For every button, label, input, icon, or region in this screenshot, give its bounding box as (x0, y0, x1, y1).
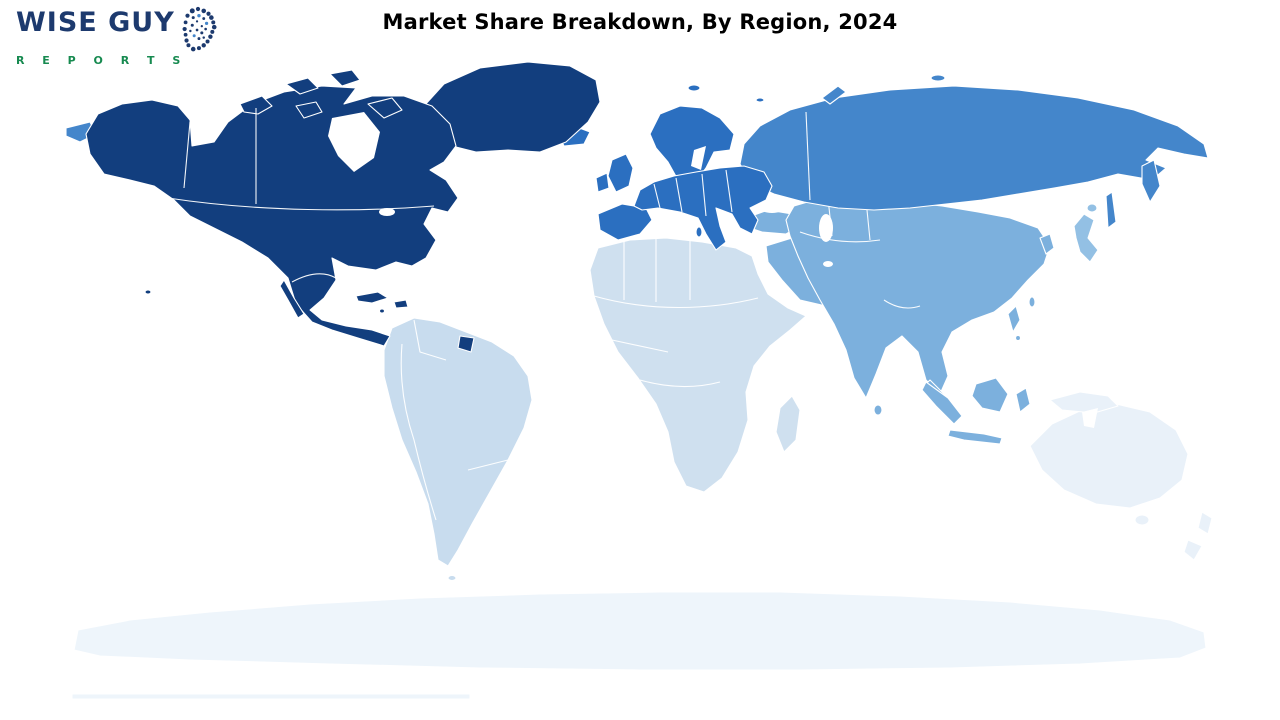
logo-row: WISE GUY (16, 6, 217, 55)
region-french-guiana (457, 335, 475, 353)
region-oceania (1029, 391, 1213, 561)
region-russia (65, 74, 1209, 229)
region-greenland (423, 61, 601, 153)
region-europe (557, 84, 773, 251)
region-africa (589, 237, 807, 493)
region-antarctica (71, 591, 1207, 700)
sea-cutouts (328, 112, 1098, 428)
region-japan (1073, 203, 1099, 263)
wise-guy-reports-logo: WISE GUY R E P O R T (16, 6, 217, 67)
region-south-america (383, 317, 533, 582)
region-north-america (85, 69, 459, 347)
logo-head-dots-icon (182, 6, 217, 52)
logo-subtitle: R E P O R T S (16, 54, 188, 67)
chart-title: Market Share Breakdown, By Region, 2024 (382, 10, 898, 34)
logo-wordmark: WISE GUY (16, 7, 175, 38)
